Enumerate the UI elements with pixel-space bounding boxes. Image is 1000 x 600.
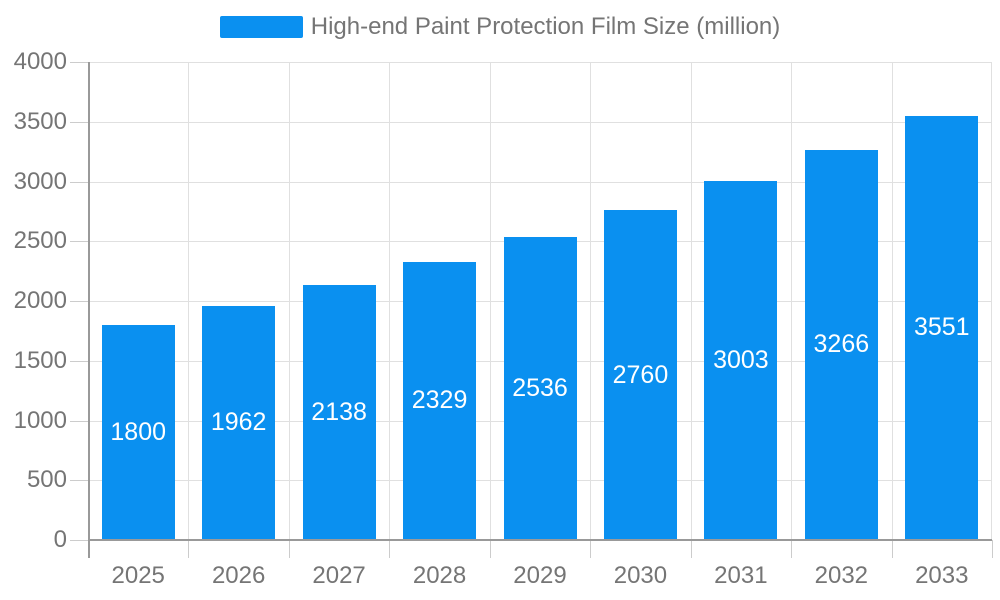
y-axis-tick-label: 500 xyxy=(26,466,67,494)
y-axis-tick-label: 3500 xyxy=(13,107,67,135)
y-axis-tick-label: 1500 xyxy=(13,346,67,374)
bar-2032[interactable]: 3266 xyxy=(804,149,878,540)
gridline-vertical xyxy=(389,62,391,540)
gridline-horizontal xyxy=(88,181,992,183)
gridline-horizontal xyxy=(88,121,992,123)
bar-2031[interactable]: 3003 xyxy=(704,181,778,540)
bar-value-label: 2329 xyxy=(411,386,468,415)
bar-2033[interactable]: 3551 xyxy=(905,115,979,540)
x-axis-tick xyxy=(489,540,491,558)
x-axis-tick xyxy=(690,540,692,558)
legend-item[interactable]: High-end Paint Protection Film Size (mil… xyxy=(0,13,1000,41)
x-axis-tick-label: 2027 xyxy=(312,562,366,589)
legend-label: High-end Paint Protection Film Size (mil… xyxy=(310,13,781,40)
y-axis-tick xyxy=(70,360,88,362)
bar-2029[interactable]: 2536 xyxy=(503,236,577,540)
legend-swatch-icon xyxy=(219,16,303,38)
y-axis-tick xyxy=(70,121,88,123)
y-axis-tick-label: 2500 xyxy=(13,227,67,255)
bar-value-label: 3003 xyxy=(713,346,769,375)
bar-value-label: 2138 xyxy=(311,397,367,426)
bar-value-label: 3551 xyxy=(913,313,970,342)
gridline-vertical xyxy=(489,62,491,540)
bar-value-label: 2536 xyxy=(512,373,568,402)
bar-2030[interactable]: 2760 xyxy=(603,210,677,540)
gridline-vertical xyxy=(991,62,992,540)
y-axis-tick xyxy=(70,181,88,183)
y-axis-tick-label: 1000 xyxy=(13,406,67,434)
bar-value-label: 3266 xyxy=(813,330,870,359)
y-axis-tick xyxy=(70,480,88,482)
y-axis-tick xyxy=(70,241,88,243)
gridline-vertical xyxy=(791,62,793,540)
y-axis-tick xyxy=(70,301,88,302)
x-axis-tick-label: 2033 xyxy=(915,562,969,589)
x-axis-tick-label: 2025 xyxy=(111,562,165,589)
x-axis-tick xyxy=(188,540,190,558)
x-axis-tick-label: 2032 xyxy=(814,562,869,589)
y-axis-tick-label: 3000 xyxy=(13,167,67,195)
y-axis-tick xyxy=(70,540,88,541)
gridline-horizontal xyxy=(88,62,992,63)
x-axis-tick-label: 2026 xyxy=(211,562,266,589)
y-axis-tick-label: 4000 xyxy=(13,48,67,75)
bar-2026[interactable]: 1962 xyxy=(202,305,276,540)
plot-area: 1800 1962 2138 2329 2536 2760 3003 3266 3551 xyxy=(88,62,992,558)
x-axis-tick xyxy=(992,540,993,558)
gridline-vertical xyxy=(690,62,692,540)
gridline-vertical xyxy=(188,62,190,540)
x-axis-tick xyxy=(791,540,793,558)
x-axis-tick xyxy=(288,540,290,558)
y-axis-tick-label: 2000 xyxy=(13,287,67,314)
bar-2025[interactable]: 1800 xyxy=(101,324,175,540)
gridline-vertical xyxy=(590,62,592,540)
y-axis-line xyxy=(88,62,90,558)
bar-2028[interactable]: 2329 xyxy=(403,261,477,540)
x-axis-tick xyxy=(389,540,391,558)
gridline-vertical xyxy=(891,62,893,540)
y-axis-tick xyxy=(70,62,88,63)
x-axis-tick-label: 2028 xyxy=(412,562,467,589)
x-axis-line xyxy=(88,539,992,541)
x-axis-tick xyxy=(590,540,592,558)
x-axis-tick-label: 2029 xyxy=(513,562,567,589)
bar-value-label: 1800 xyxy=(110,417,167,446)
y-axis-tick xyxy=(70,420,88,422)
gridline-vertical xyxy=(288,62,290,540)
y-axis-tick-label: 0 xyxy=(53,526,67,553)
bar-2027[interactable]: 2138 xyxy=(302,284,376,540)
bar-value-label: 1962 xyxy=(210,408,267,437)
x-axis-tick xyxy=(891,540,893,558)
x-axis-tick-label: 2031 xyxy=(714,562,768,589)
bar-value-label: 2760 xyxy=(612,360,669,389)
x-axis-tick-label: 2030 xyxy=(613,562,668,589)
